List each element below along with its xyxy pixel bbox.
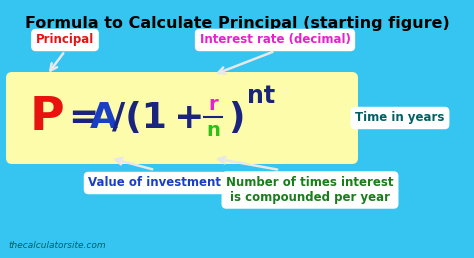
FancyBboxPatch shape [6, 72, 358, 164]
Text: Value of investment: Value of investment [89, 176, 221, 189]
Text: thecalculatorsite.com: thecalculatorsite.com [8, 241, 106, 250]
Text: /(1 +: /(1 + [112, 101, 204, 135]
Text: n: n [206, 122, 220, 141]
Text: ): ) [228, 101, 245, 135]
Text: nt: nt [247, 84, 275, 108]
Text: A: A [90, 101, 118, 135]
Text: Formula to Calculate Principal (starting figure): Formula to Calculate Principal (starting… [25, 16, 449, 31]
Text: =: = [68, 101, 99, 135]
Text: Time in years: Time in years [356, 111, 445, 125]
Text: Principal: Principal [36, 34, 94, 46]
Text: Number of times interest
is compounded per year: Number of times interest is compounded p… [226, 176, 394, 204]
Text: P: P [30, 95, 65, 141]
Text: r: r [208, 95, 218, 115]
Text: Interest rate (decimal): Interest rate (decimal) [200, 34, 350, 46]
